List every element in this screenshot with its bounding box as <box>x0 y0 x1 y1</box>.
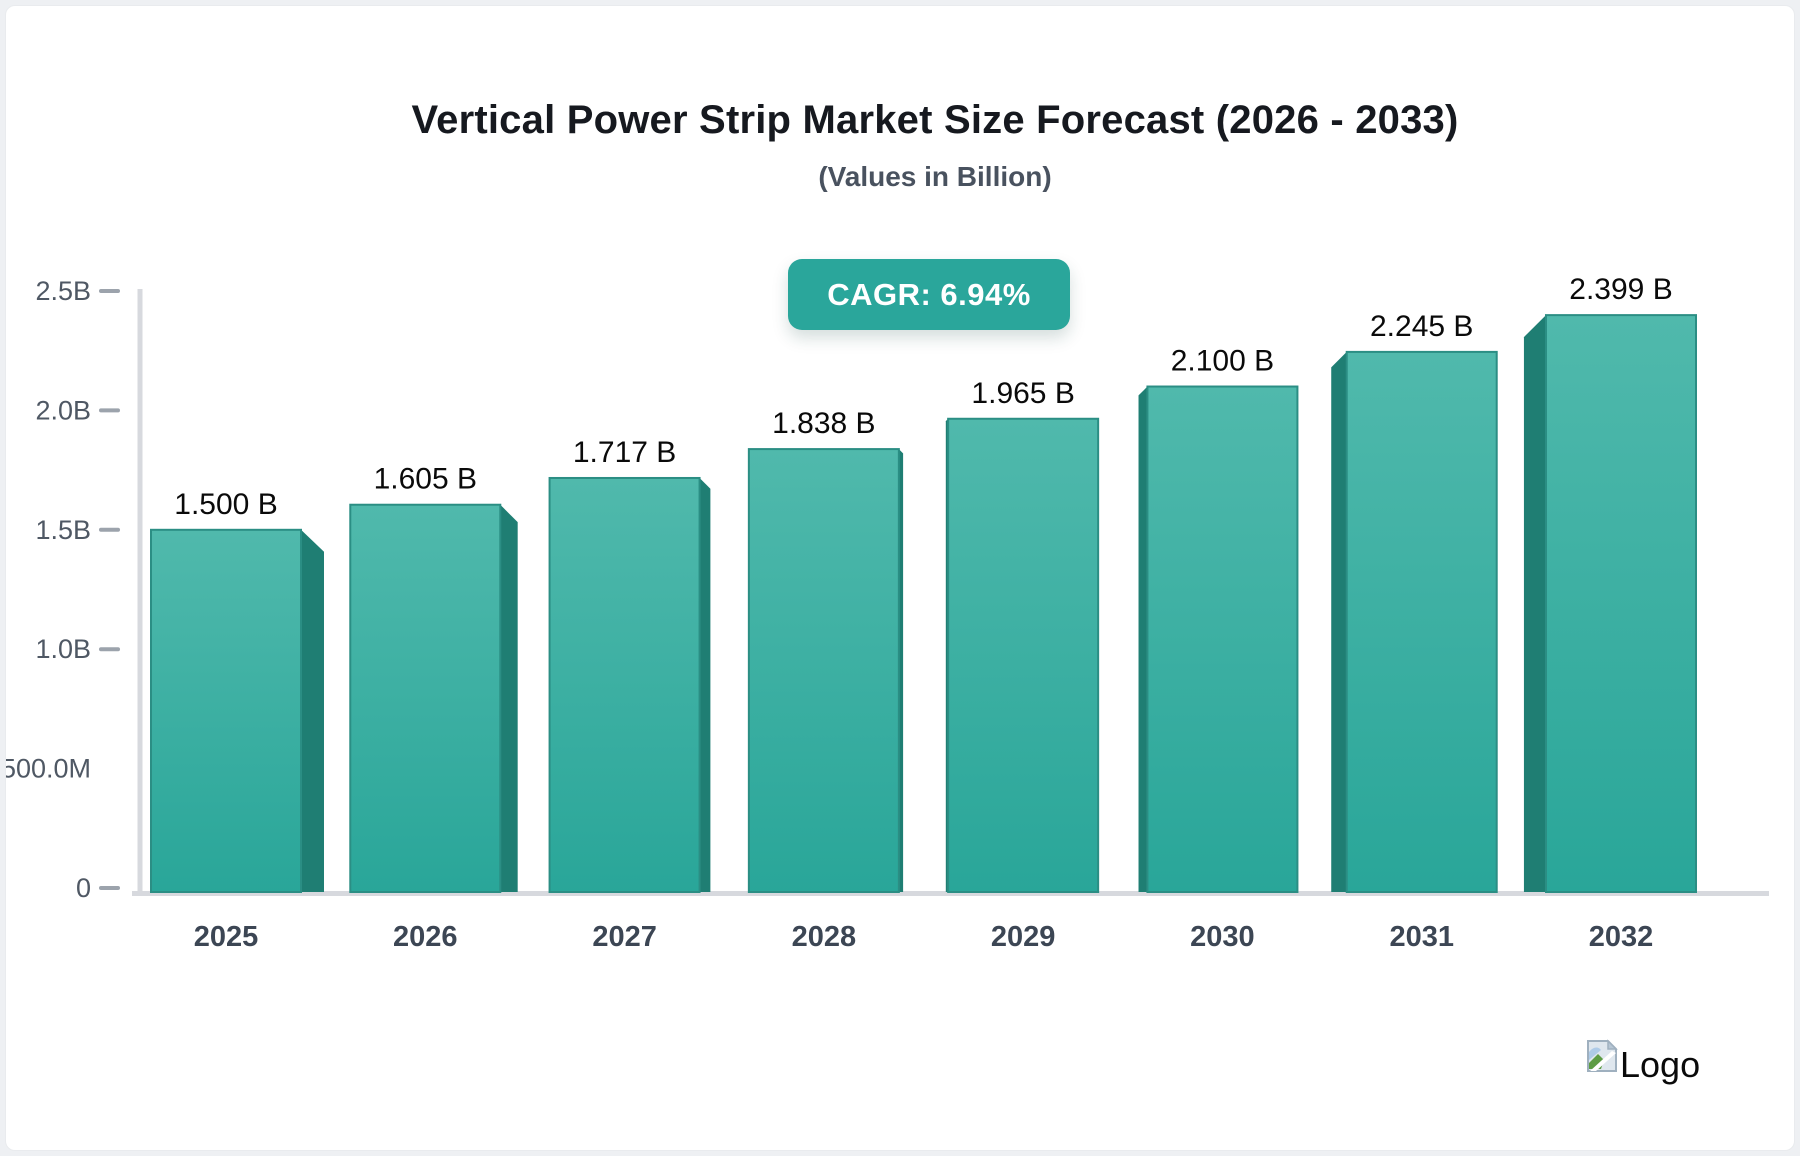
x-axis-tick-label: 2026 <box>393 921 458 953</box>
bar-value-label: 1.965 B <box>971 377 1074 410</box>
bar-value-label: 2.399 B <box>1569 273 1672 306</box>
bar-value-label: 1.605 B <box>374 463 477 496</box>
x-axis-tick-label: 2028 <box>792 921 857 953</box>
y-axis-tick-label: 2.5B <box>35 276 91 306</box>
axis-layer <box>99 289 1769 896</box>
labels-layer: 2.5B 2.0B 1.5B 1.0B 500.0M 0 1.500 B 2025 1.605 … <box>6 273 1673 953</box>
bar-value-label: 1.838 B <box>772 407 875 440</box>
x-axis-tick-label: 2031 <box>1389 921 1454 953</box>
x-axis-tick-label: 2032 <box>1589 921 1654 953</box>
chart-card: Vertical Power Strip Market Size Forecas… <box>5 5 1795 1151</box>
cagr-badge: CAGR: 6.94% <box>788 259 1070 330</box>
bar-2031[interactable] <box>1331 350 1498 894</box>
bar-value-label: 2.245 B <box>1370 310 1473 343</box>
bar-value-label: 1.717 B <box>573 436 676 469</box>
x-axis-tick-label: 2030 <box>1190 921 1255 953</box>
y-axis-tick-label: 2.0B <box>35 395 91 425</box>
bar-2029[interactable] <box>945 417 1100 893</box>
logo-alt-text: Logo <box>1620 1044 1701 1085</box>
cagr-badge-label: CAGR: 6.94% <box>827 276 1031 312</box>
x-axis-tick-label: 2025 <box>194 921 259 953</box>
chart-subtitle: (Values in Billion) <box>818 161 1052 192</box>
bar-2030[interactable] <box>1138 385 1299 893</box>
bar-2032[interactable] <box>1523 314 1697 894</box>
bar-2028[interactable] <box>747 448 904 893</box>
bar-value-label: 2.100 B <box>1171 345 1274 378</box>
x-axis-tick-label: 2029 <box>991 921 1056 953</box>
chart-title: Vertical Power Strip Market Size Forecas… <box>411 98 1459 142</box>
broken-image-icon <box>1587 1039 1618 1072</box>
bar-2025[interactable] <box>150 528 324 893</box>
logo[interactable]: Logo <box>1586 1039 1700 1091</box>
y-axis-tick-label: 500.0M <box>6 754 91 784</box>
y-axis-tick-label: 1.0B <box>35 634 91 664</box>
chart-header: Vertical Power Strip Market Size Forecas… <box>6 98 1794 193</box>
y-axis-tick-label: 0 <box>76 873 91 903</box>
x-axis-tick-label: 2027 <box>592 921 657 953</box>
y-axis-tick-label: 1.5B <box>35 515 91 545</box>
bar-chart-canvas: 2.5B 2.0B 1.5B 1.0B 500.0M 0 1.500 B 2025 1.605 … <box>6 273 1769 953</box>
bar-value-label: 1.500 B <box>174 488 277 521</box>
bars-layer <box>150 314 1697 894</box>
bar-2026[interactable] <box>349 503 518 893</box>
bar-2027[interactable] <box>548 476 711 893</box>
